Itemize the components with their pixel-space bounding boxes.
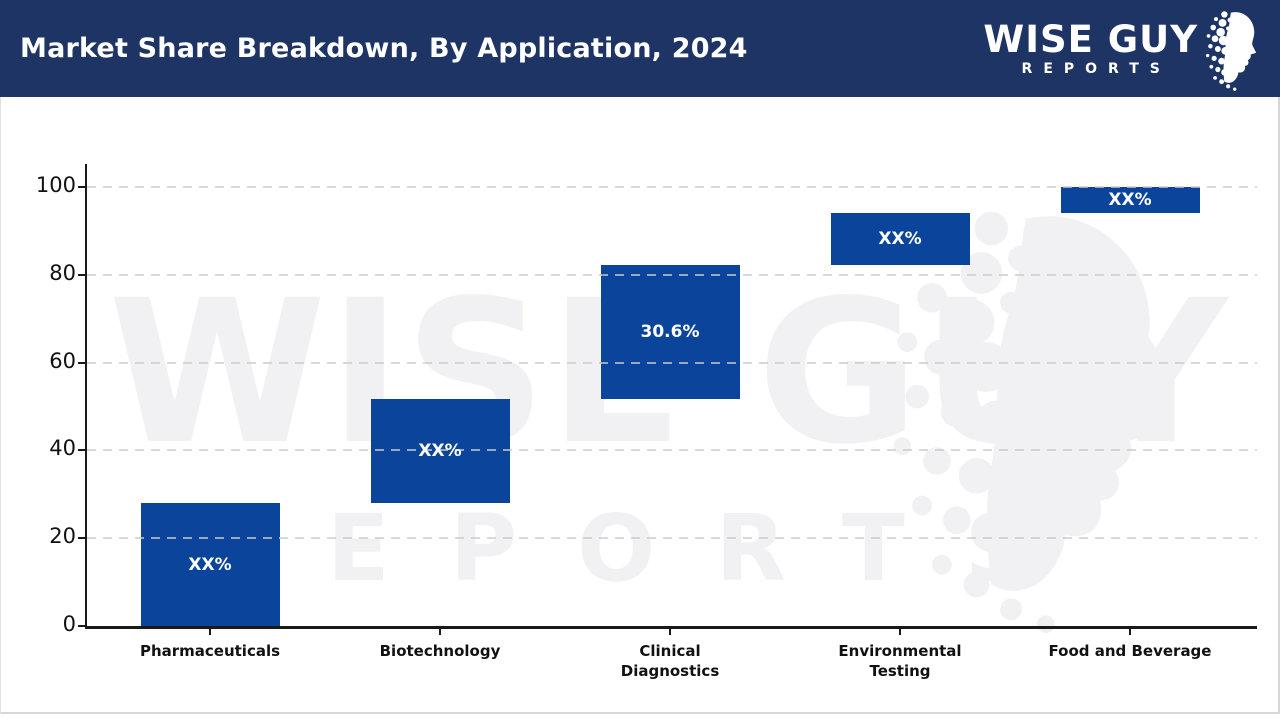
watermark-subtitle: REPORTS	[196, 495, 1092, 602]
plot-area: 0 20 40 60 80 100 XX% XX% 30.6% XX% XX% Pharmaceuti…	[0, 97, 1280, 720]
y-axis-line	[85, 164, 87, 628]
y-tick-mark	[78, 186, 87, 188]
bar-value-label: 30.6%	[640, 321, 700, 342]
grid-line	[87, 361, 1257, 364]
y-tick-mark	[78, 625, 87, 627]
grid-line	[87, 537, 1257, 540]
bar-value-label: XX%	[1108, 190, 1152, 211]
x-category-label: Clinical Diagnostics	[620, 642, 720, 680]
grid-line	[87, 186, 1257, 188]
x-tick-mark	[1129, 628, 1131, 635]
logo-head-icon	[1205, 10, 1257, 91]
y-tick-label: 40	[49, 436, 76, 461]
y-tick-label: 100	[35, 173, 76, 197]
x-category-label: Pharmaceuticals	[139, 642, 281, 660]
bar-value-label: XX%	[878, 229, 922, 249]
x-axis-line	[85, 626, 1257, 629]
bar-segment	[140, 503, 280, 626]
bar-segment	[830, 213, 970, 265]
page-title: Market Share Breakdown, By Application, …	[20, 33, 748, 64]
chart-canvas: WISE GUY REPORTS 020406080100XX%XX%30.6%…	[0, 97, 1280, 720]
y-tick-mark	[78, 361, 87, 364]
bar-value-label: XX%	[418, 441, 462, 462]
x-category-label: Food and Beverage	[1048, 642, 1212, 660]
bar-segment	[600, 264, 740, 400]
y-tick-label: 0	[62, 612, 76, 636]
grid-line	[87, 449, 1257, 452]
y-tick-label: 60	[49, 348, 76, 373]
y-tick-mark	[78, 449, 87, 452]
x-tick-mark	[209, 628, 211, 635]
grid-line	[87, 273, 1257, 276]
header-bar: Market Share Breakdown, By Application, …	[0, 0, 1280, 97]
bar-value-label: XX%	[188, 554, 232, 575]
y-tick-mark	[78, 273, 87, 276]
left-edge-line	[0, 97, 1, 714]
wise-guy-reports-logo: WISE GUY REPORTS	[983, 7, 1266, 91]
y-tick-mark	[78, 537, 87, 540]
x-tick-mark	[669, 628, 671, 635]
x-tick-mark	[899, 628, 901, 635]
watermark-head-icon	[893, 211, 1160, 634]
right-edge-line	[1278, 97, 1280, 714]
x-tick-mark	[439, 628, 441, 635]
logo-text: WISE GUY REPORTS	[983, 17, 1198, 77]
y-tick-label: 20	[49, 524, 76, 549]
bar-segment	[1060, 187, 1200, 214]
bottom-divider	[0, 712, 1280, 714]
x-category-label: Environmental Testing	[838, 642, 962, 680]
x-category-label: Biotechnology	[379, 642, 501, 660]
logo-subtitle: REPORTS	[1021, 60, 1171, 77]
logo-wordmark: WISE GUY	[983, 17, 1198, 61]
y-tick-label: 80	[49, 260, 76, 285]
